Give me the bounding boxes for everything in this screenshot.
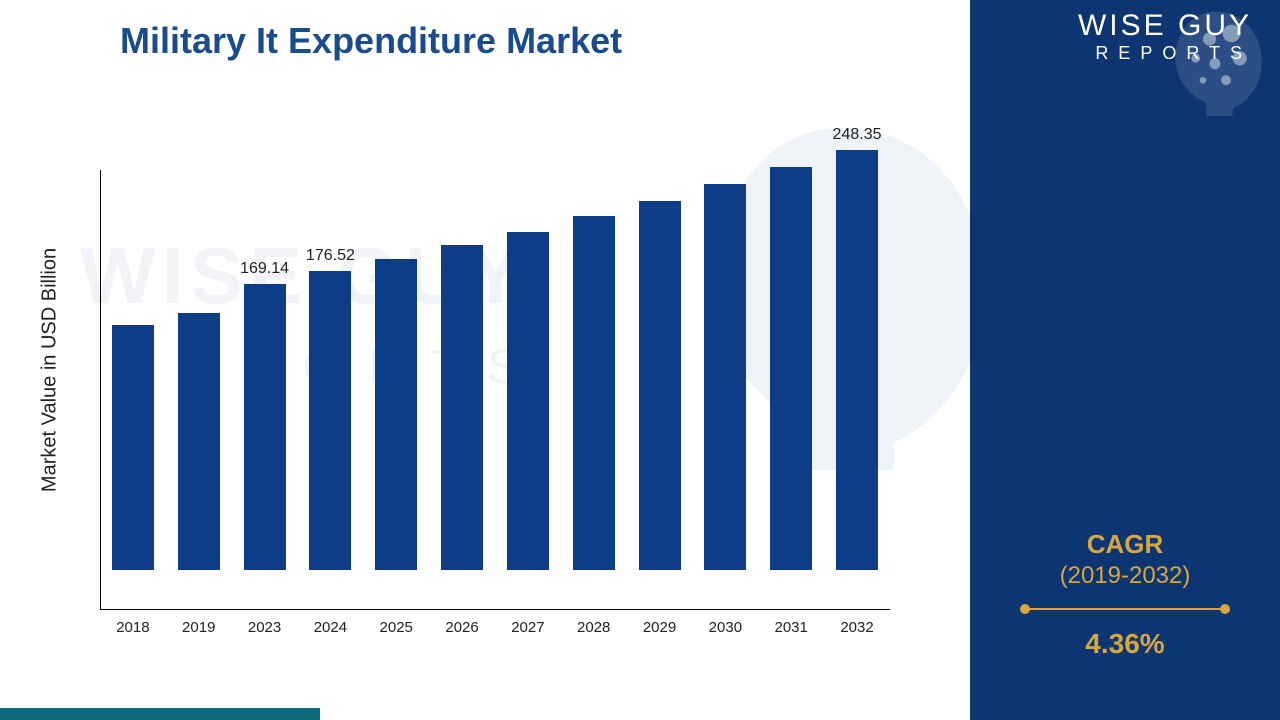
- brand-head-icon: [1160, 6, 1270, 116]
- cagr-dot-left: [1020, 604, 1030, 614]
- brand-logo: WISE GUY REPORTS: [1078, 10, 1252, 62]
- bar: [573, 216, 615, 570]
- bar: [507, 232, 549, 570]
- bar-value-label: 248.35: [833, 126, 882, 146]
- bars-container: 169.14176.52248.35: [100, 130, 890, 570]
- x-tick-label: 2024: [300, 619, 360, 636]
- x-tick-label: 2026: [432, 619, 492, 636]
- bar-wrap: [564, 192, 624, 570]
- bar: [178, 313, 220, 570]
- bar-wrap: [695, 160, 755, 570]
- bar: [309, 271, 351, 570]
- bar: [244, 284, 286, 570]
- bar-wrap: [432, 221, 492, 570]
- bar-wrap: [630, 177, 690, 570]
- x-tick-label: 2030: [695, 619, 755, 636]
- bar: [704, 184, 746, 570]
- bar-value-label: 176.52: [306, 247, 355, 267]
- cagr-box: CAGR (2019-2032) 4.36%: [1000, 529, 1250, 660]
- bar: [639, 201, 681, 570]
- bar-wrap: 169.14: [235, 260, 295, 570]
- x-tick-label: 2028: [564, 619, 624, 636]
- x-tick-label: 2019: [169, 619, 229, 636]
- cagr-title: CAGR: [1000, 529, 1250, 560]
- bar: [375, 259, 417, 570]
- brand-wise: WISE: [1078, 9, 1167, 42]
- cagr-divider: [1025, 608, 1225, 610]
- bar-wrap: [366, 235, 426, 570]
- bar-wrap: [761, 143, 821, 570]
- plot-area: 169.14176.52248.35: [100, 130, 890, 570]
- x-tick-label: 2031: [761, 619, 821, 636]
- x-axis-line: [100, 609, 890, 610]
- x-tick-label: 2023: [235, 619, 295, 636]
- x-tick-label: 2027: [498, 619, 558, 636]
- x-tick-label: 2025: [366, 619, 426, 636]
- bar-wrap: 176.52: [300, 247, 360, 570]
- cagr-dot-right: [1220, 604, 1230, 614]
- cagr-range: (2019-2032): [1000, 562, 1250, 590]
- bar-chart: Market Value in USD Billion 169.14176.52…: [60, 130, 890, 610]
- bar: [441, 245, 483, 570]
- page: Military It Expenditure Market WISE GUY …: [0, 0, 1280, 720]
- bar-wrap: [103, 301, 163, 570]
- x-tick-label: 2029: [630, 619, 690, 636]
- bar: [836, 150, 878, 570]
- bottom-accent-bar: [0, 708, 320, 720]
- x-tick-label: 2032: [827, 619, 887, 636]
- cagr-percent: 4.36%: [1000, 628, 1250, 660]
- x-axis-labels: 2018 2019 2023 2024 2025 2026 2027 2028 2029 2030…: [100, 619, 890, 636]
- x-tick-label: 2018: [103, 619, 163, 636]
- bar-wrap: [498, 208, 558, 570]
- bar-wrap: [169, 289, 229, 570]
- y-axis-label: Market Value in USD Billion: [39, 248, 62, 492]
- bar-wrap: 248.35: [827, 126, 887, 570]
- chart-title: Military It Expenditure Market: [120, 20, 622, 62]
- bar: [770, 167, 812, 570]
- bar: [112, 325, 154, 570]
- bar-value-label: 169.14: [240, 260, 289, 280]
